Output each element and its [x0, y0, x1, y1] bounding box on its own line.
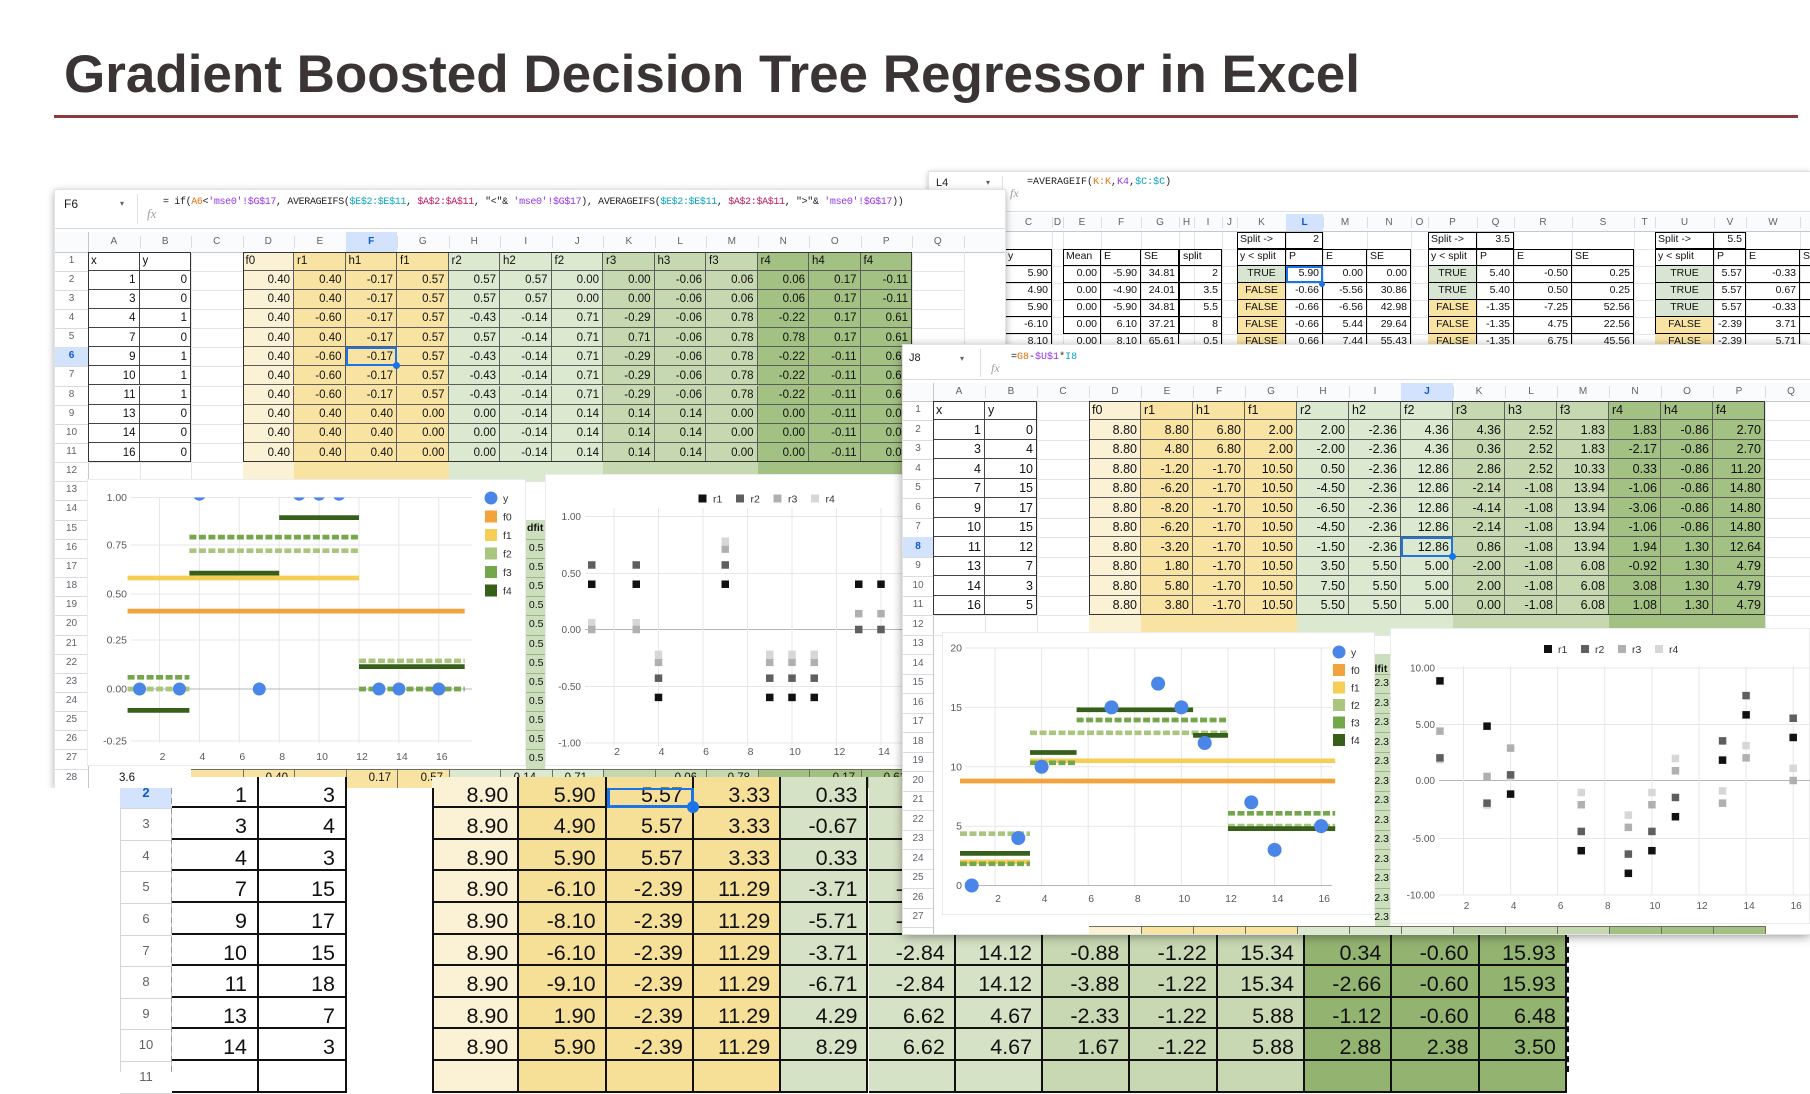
svg-text:f3: f3	[1351, 718, 1360, 730]
svg-text:0.00: 0.00	[107, 684, 128, 696]
svg-text:0.50: 0.50	[107, 589, 128, 601]
svg-text:f3: f3	[503, 567, 512, 579]
svg-text:f0: f0	[503, 512, 512, 524]
svg-text:2: 2	[160, 751, 166, 763]
svg-text:f0: f0	[1351, 665, 1360, 677]
svg-text:0: 0	[956, 880, 962, 892]
svg-text:0.00: 0.00	[1416, 776, 1436, 787]
svg-text:1.00: 1.00	[562, 512, 582, 523]
svg-text:0.75: 0.75	[107, 540, 128, 552]
svg-text:4: 4	[1042, 893, 1048, 905]
svg-text:16: 16	[1318, 893, 1330, 905]
svg-text:10: 10	[950, 761, 962, 773]
svg-text:14: 14	[396, 751, 408, 763]
svg-text:r1: r1	[1558, 644, 1567, 656]
svg-text:-10.00: -10.00	[1407, 891, 1436, 902]
svg-text:r2: r2	[1595, 644, 1604, 656]
svg-text:f2: f2	[503, 549, 512, 561]
svg-text:f4: f4	[503, 586, 512, 598]
svg-text:14: 14	[1272, 893, 1284, 905]
svg-text:8: 8	[279, 751, 285, 763]
svg-text:f1: f1	[503, 530, 512, 542]
svg-text:6: 6	[239, 751, 245, 763]
svg-text:0.50: 0.50	[562, 569, 582, 580]
svg-text:6: 6	[1088, 893, 1094, 905]
svg-text:y: y	[1351, 647, 1357, 659]
svg-text:10: 10	[1179, 893, 1191, 905]
svg-text:-1.00: -1.00	[558, 739, 581, 750]
svg-text:f4: f4	[1351, 735, 1360, 747]
svg-text:14: 14	[878, 746, 890, 758]
svg-text:14: 14	[1744, 901, 1756, 912]
svg-text:2: 2	[614, 746, 620, 758]
svg-text:6: 6	[1558, 901, 1564, 912]
svg-text:r3: r3	[1632, 644, 1641, 656]
svg-text:f1: f1	[1351, 683, 1360, 695]
svg-text:5.00: 5.00	[1416, 720, 1436, 731]
svg-text:5: 5	[956, 821, 962, 833]
svg-text:16: 16	[1791, 901, 1803, 912]
svg-text:2: 2	[1464, 901, 1470, 912]
svg-text:12: 12	[356, 751, 368, 763]
svg-text:-5.00: -5.00	[1412, 834, 1435, 845]
svg-text:r2: r2	[751, 494, 760, 506]
svg-text:20: 20	[950, 643, 962, 655]
svg-text:r3: r3	[788, 494, 797, 506]
svg-text:-0.50: -0.50	[558, 682, 581, 693]
svg-text:f2: f2	[1351, 700, 1360, 712]
svg-text:10: 10	[789, 746, 801, 758]
svg-text:10: 10	[316, 751, 328, 763]
svg-text:r4: r4	[1669, 644, 1678, 656]
svg-text:4: 4	[659, 746, 665, 758]
svg-text:y: y	[503, 493, 509, 505]
svg-text:8: 8	[1135, 893, 1141, 905]
svg-text:0.00: 0.00	[562, 625, 582, 636]
svg-text:r1: r1	[713, 494, 722, 506]
svg-text:-0.25: -0.25	[103, 736, 127, 748]
svg-text:16: 16	[436, 751, 448, 763]
svg-text:8: 8	[1605, 901, 1611, 912]
svg-text:15: 15	[950, 702, 962, 714]
svg-text:6: 6	[703, 746, 709, 758]
svg-text:12: 12	[1696, 901, 1708, 912]
svg-text:12: 12	[1225, 893, 1237, 905]
svg-text:4: 4	[199, 751, 205, 763]
svg-text:4: 4	[1511, 901, 1517, 912]
svg-text:1.00: 1.00	[107, 492, 128, 504]
svg-text:2: 2	[995, 893, 1001, 905]
svg-text:8: 8	[748, 746, 754, 758]
svg-text:0.25: 0.25	[107, 635, 128, 647]
svg-text:r4: r4	[826, 494, 835, 506]
svg-text:10.00: 10.00	[1410, 664, 1435, 675]
svg-text:10: 10	[1649, 901, 1661, 912]
svg-text:12: 12	[834, 746, 846, 758]
